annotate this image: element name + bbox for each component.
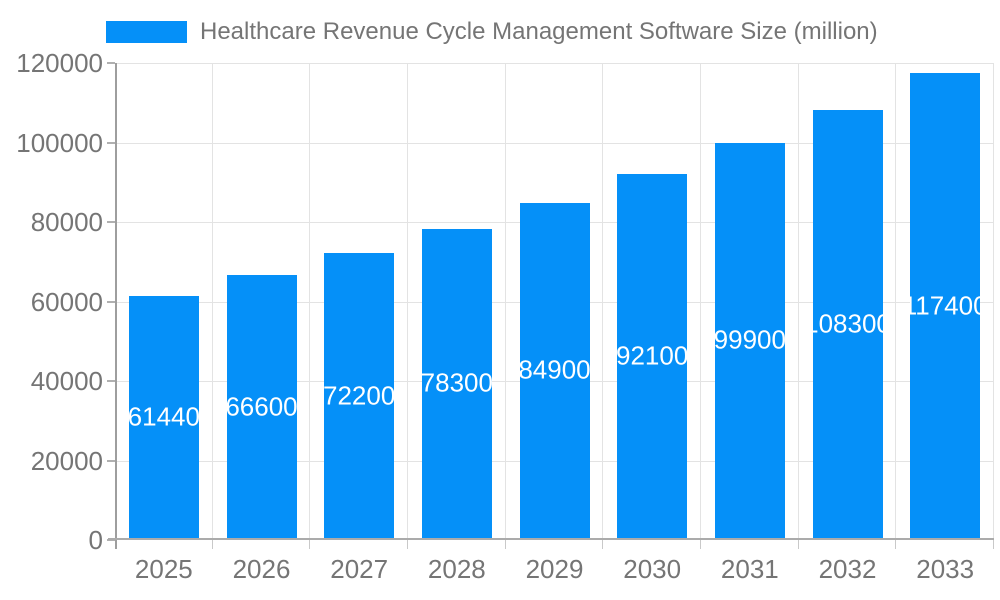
x-gridline (700, 63, 701, 540)
y-gridline (115, 142, 994, 144)
bar-value-label: 84900 (519, 354, 590, 385)
x-gridline (895, 63, 897, 540)
x-axis-tick-label: 2027 (330, 554, 389, 584)
y-axis-tick-label: 0 (88, 525, 103, 555)
legend-swatch (106, 21, 187, 43)
x-axis-tick-label: 2025 (134, 554, 193, 584)
y-axis-tick-label: 100000 (16, 127, 103, 158)
y-axis-tick-label: 120000 (16, 48, 103, 78)
x-gridline (797, 63, 799, 540)
x-axis-tick (309, 540, 311, 549)
bar-value-label: 92100 (617, 340, 688, 371)
x-axis-tick (504, 540, 506, 549)
bar-value-label: 66600 (226, 391, 297, 422)
plot-area: 61440 66600 72200 78300 84900 92100 99900 10830… (107, 62, 994, 549)
bar-2027[interactable]: 72200 (324, 253, 395, 538)
x-gridline (309, 63, 311, 540)
y-axis-tick (107, 141, 115, 144)
y-axis-tick (107, 459, 115, 462)
x-axis-tick-label: 2030 (623, 554, 682, 584)
y-axis-tick (107, 62, 115, 64)
y-axis-tick (107, 380, 115, 382)
x-axis-tick (700, 540, 701, 549)
x-gridline (504, 63, 506, 540)
x-gridline (993, 63, 994, 540)
x-axis-tick (602, 540, 604, 549)
x-axis-tick-label: 2031 (720, 554, 779, 584)
bar-value-label: 78300 (421, 367, 492, 398)
x-axis-tick-label: 2032 (818, 554, 877, 584)
x-axis-tick (895, 540, 897, 549)
bar-2025[interactable]: 61440 (128, 295, 199, 538)
legend-label: Healthcare Revenue Cycle Management Soft… (200, 18, 878, 45)
y-axis-line (115, 63, 117, 549)
y-axis-tick-label: 20000 (30, 445, 103, 476)
bar-value-label: 99900 (714, 324, 785, 355)
y-axis-tick-label: 40000 (30, 366, 103, 396)
bar-2033[interactable]: 117400 (910, 73, 981, 538)
y-gridline (115, 63, 994, 64)
y-axis-tick-label: 80000 (30, 207, 103, 237)
y-axis-tick-label: 60000 (30, 286, 103, 317)
x-axis-tick-label: 2028 (427, 554, 486, 584)
y-axis-tick (107, 221, 115, 223)
bar-2030[interactable]: 92100 (617, 173, 688, 538)
x-gridline (407, 63, 408, 540)
bar-2032[interactable]: 108300 (812, 109, 883, 538)
bar-value-label: 108300 (813, 308, 883, 339)
bar-2029[interactable]: 84900 (519, 202, 590, 538)
x-gridline (211, 63, 213, 540)
x-axis-tick (211, 540, 213, 549)
x-axis-line (108, 538, 994, 540)
y-axis-tick (107, 300, 115, 303)
bar-2026[interactable]: 66600 (226, 275, 297, 538)
x-gridline (602, 63, 604, 540)
x-axis-tick (797, 540, 799, 549)
bar-value-label: 61440 (128, 401, 199, 432)
x-axis-tick-label: 2029 (525, 554, 584, 584)
bar-2028[interactable]: 78300 (421, 228, 492, 538)
bar-value-label: 117400 (910, 290, 980, 321)
bar-value-label: 72200 (324, 380, 395, 410)
bar-2031[interactable]: 99900 (714, 142, 785, 538)
y-axis-tick (107, 539, 115, 541)
legend-item[interactable]: Healthcare Revenue Cycle Management Soft… (106, 17, 878, 47)
x-axis-tick-label: 2033 (916, 554, 975, 584)
x-axis-tick (407, 540, 408, 549)
x-axis-tick-label: 2026 (232, 554, 291, 584)
x-axis-tick (993, 540, 994, 549)
